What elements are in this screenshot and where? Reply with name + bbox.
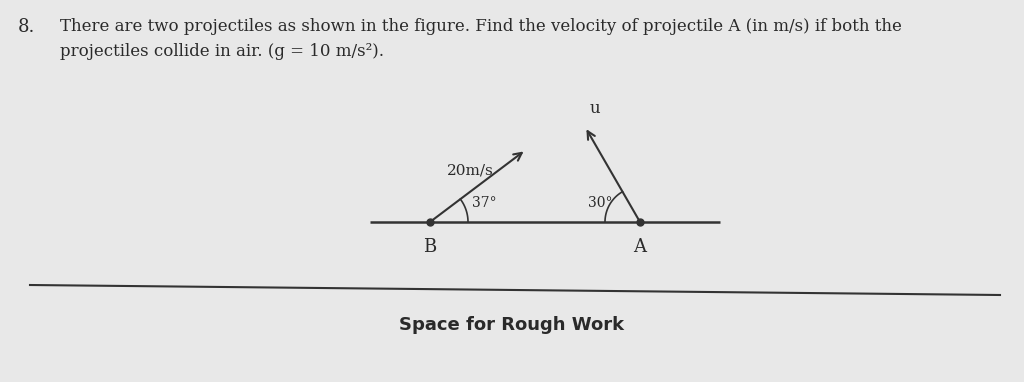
Text: Space for Rough Work: Space for Rough Work bbox=[399, 316, 625, 334]
Text: B: B bbox=[423, 238, 436, 256]
Text: u: u bbox=[590, 100, 600, 117]
Text: There are two projectiles as shown in the figure. Find the velocity of projectil: There are two projectiles as shown in th… bbox=[60, 18, 902, 60]
Text: 8.: 8. bbox=[18, 18, 36, 36]
Text: 20m/s: 20m/s bbox=[446, 164, 494, 178]
Text: A: A bbox=[634, 238, 646, 256]
Text: 30°: 30° bbox=[588, 196, 612, 210]
Text: 37°: 37° bbox=[472, 196, 497, 210]
